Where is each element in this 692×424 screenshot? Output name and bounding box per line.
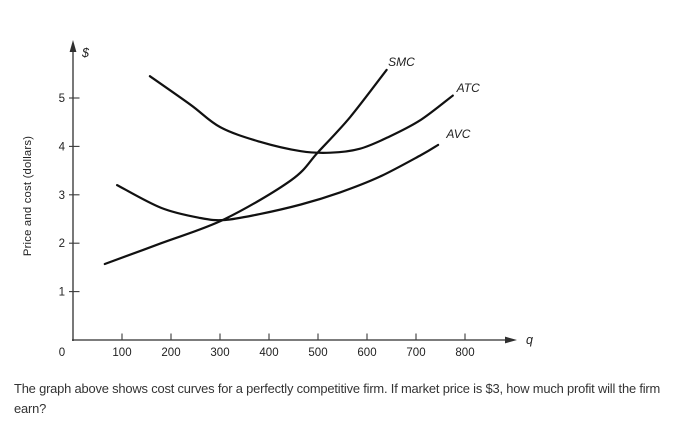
x-tick-label: 300	[210, 347, 229, 359]
curve-label-avc: AVC	[445, 127, 470, 141]
x-tick-label: 700	[406, 347, 425, 359]
y-tick-label: 1	[59, 287, 65, 299]
x-tick-label: 100	[112, 347, 131, 359]
x-tick-label: 600	[357, 347, 376, 359]
figure-cost-curves: $ q 0 Price and cost (dollars) 100 200 300 400 5…	[22, 40, 533, 359]
curve-atc	[148, 75, 454, 155]
origin-label: 0	[59, 347, 65, 359]
y-axis-title: Price and cost (dollars)	[22, 136, 34, 256]
x-tick-label: 500	[308, 347, 327, 359]
curve-avc	[116, 143, 440, 222]
x-axis-unit-label: q	[526, 333, 533, 347]
curve-label-smc: SMC	[388, 55, 415, 69]
x-tick-label: 800	[455, 347, 474, 359]
question-text: The graph above shows cost curves for a …	[14, 381, 661, 416]
y-tick-label: 2	[59, 238, 65, 250]
y-axis-arrowhead	[69, 40, 77, 52]
x-tick-label: 400	[259, 347, 278, 359]
x-tick-label: 200	[161, 347, 180, 359]
y-tick-label: 5	[59, 93, 65, 105]
x-axis-arrowhead	[505, 336, 517, 344]
y-tick-label: 4	[59, 141, 66, 153]
curve-smc	[103, 68, 388, 266]
cost-curves-chart: $ q 0 Price and cost (dollars) 100 200 300 400 5…	[22, 40, 533, 359]
y-axis-unit-label: $	[81, 46, 90, 60]
curve-label-atc: ATC	[456, 81, 480, 95]
y-tick-label: 3	[59, 190, 65, 202]
